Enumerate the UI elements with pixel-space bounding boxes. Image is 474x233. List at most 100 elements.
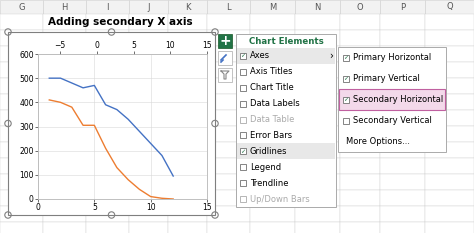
- Text: Secondary Vertical: Secondary Vertical: [353, 116, 432, 125]
- Bar: [129, 190, 168, 206]
- Text: Adding secondary X axis: Adding secondary X axis: [48, 17, 192, 27]
- Bar: [0, 158, 43, 174]
- Bar: [86, 174, 129, 190]
- Bar: [0, 46, 43, 62]
- Bar: [240, 85, 246, 91]
- Text: O: O: [357, 3, 363, 11]
- Bar: [340, 222, 380, 233]
- Bar: [240, 132, 246, 138]
- Text: P: P: [400, 3, 405, 11]
- Bar: [240, 180, 246, 186]
- Bar: [168, 62, 207, 78]
- Bar: [0, 14, 43, 30]
- Bar: [0, 94, 43, 110]
- Bar: [168, 46, 207, 62]
- Bar: [240, 69, 246, 75]
- Bar: [295, 222, 340, 233]
- Bar: [343, 117, 349, 123]
- Bar: [129, 14, 168, 30]
- Bar: [250, 14, 295, 30]
- Bar: [425, 62, 474, 78]
- Bar: [425, 0, 474, 14]
- Bar: [425, 94, 474, 110]
- Bar: [340, 158, 380, 174]
- Bar: [250, 46, 295, 62]
- Bar: [237, 143, 335, 159]
- Bar: [86, 126, 129, 142]
- Bar: [43, 110, 86, 126]
- Bar: [86, 14, 129, 30]
- Bar: [295, 126, 340, 142]
- Bar: [380, 62, 425, 78]
- Bar: [425, 14, 474, 30]
- Bar: [425, 222, 474, 233]
- Text: Up/Down Bars: Up/Down Bars: [250, 195, 310, 204]
- Bar: [43, 0, 86, 14]
- Bar: [250, 142, 295, 158]
- Bar: [207, 126, 250, 142]
- Bar: [425, 142, 474, 158]
- Bar: [86, 62, 129, 78]
- Bar: [380, 190, 425, 206]
- Bar: [340, 126, 380, 142]
- Bar: [250, 94, 295, 110]
- Bar: [0, 62, 43, 78]
- Bar: [0, 174, 43, 190]
- Bar: [295, 142, 340, 158]
- Bar: [43, 14, 86, 30]
- Bar: [340, 94, 380, 110]
- Bar: [207, 174, 250, 190]
- Bar: [207, 110, 250, 126]
- Text: Error Bars: Error Bars: [250, 131, 292, 140]
- Bar: [207, 206, 250, 222]
- Bar: [86, 222, 129, 233]
- FancyBboxPatch shape: [338, 47, 446, 152]
- Bar: [295, 62, 340, 78]
- Bar: [340, 78, 380, 94]
- Bar: [380, 0, 425, 14]
- Bar: [0, 142, 43, 158]
- Bar: [295, 206, 340, 222]
- Text: Data Labels: Data Labels: [250, 99, 300, 108]
- Bar: [43, 46, 86, 62]
- Text: M: M: [269, 3, 276, 11]
- Bar: [168, 0, 207, 14]
- Bar: [43, 126, 86, 142]
- Bar: [129, 30, 168, 46]
- Bar: [250, 174, 295, 190]
- Bar: [425, 174, 474, 190]
- Text: Primary Vertical: Primary Vertical: [353, 74, 420, 83]
- Bar: [0, 0, 43, 14]
- Bar: [168, 94, 207, 110]
- Text: H: H: [61, 3, 68, 11]
- Bar: [129, 0, 168, 14]
- FancyBboxPatch shape: [236, 34, 336, 207]
- Bar: [129, 46, 168, 62]
- Bar: [0, 206, 43, 222]
- Bar: [343, 96, 349, 103]
- Text: More Options...: More Options...: [346, 137, 410, 146]
- Bar: [129, 78, 168, 94]
- Bar: [339, 89, 445, 110]
- Bar: [129, 94, 168, 110]
- Bar: [168, 30, 207, 46]
- Text: ✓: ✓: [343, 76, 348, 81]
- Bar: [168, 142, 207, 158]
- Bar: [43, 174, 86, 190]
- Text: +: +: [219, 34, 231, 48]
- Bar: [425, 158, 474, 174]
- Text: Data Table: Data Table: [250, 115, 294, 124]
- Text: ✓: ✓: [343, 55, 348, 60]
- Bar: [380, 222, 425, 233]
- Bar: [129, 142, 168, 158]
- Bar: [168, 126, 207, 142]
- Bar: [129, 174, 168, 190]
- Bar: [86, 142, 129, 158]
- Text: ✓: ✓: [240, 149, 246, 154]
- Bar: [250, 206, 295, 222]
- Bar: [86, 110, 129, 126]
- Bar: [43, 206, 86, 222]
- Bar: [380, 14, 425, 30]
- Text: Axis Titles: Axis Titles: [250, 67, 292, 76]
- Bar: [250, 30, 295, 46]
